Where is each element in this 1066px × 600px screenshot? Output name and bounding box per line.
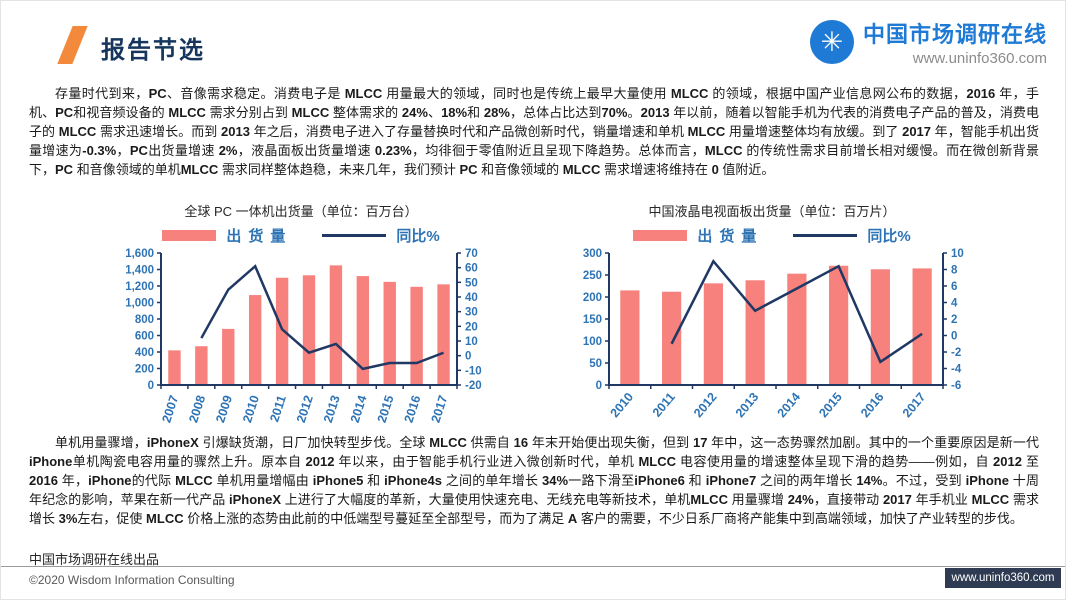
svg-text:2014: 2014	[348, 394, 370, 425]
legend-item-shipments: 出货量	[162, 225, 292, 246]
logo-name: 中国市场调研在线	[862, 22, 1047, 47]
svg-text:50: 50	[589, 358, 602, 370]
svg-text:2011: 2011	[267, 394, 289, 424]
svg-text:10: 10	[465, 336, 478, 348]
panel-chart-canvas: 0 50 100 150 200 250 300 -6 -4 -2 0 2 4 6 8 10 2010 2011 2…	[583, 248, 964, 420]
logo-text: 中国市场调研在线 www.uninfo360.com	[863, 17, 1047, 67]
svg-text:2013: 2013	[321, 394, 343, 425]
legend-label-shipments: 出货量	[697, 227, 764, 245]
svg-text:2014: 2014	[775, 390, 804, 420]
snowflake-compass-icon: ✳	[809, 20, 854, 64]
svg-text:2007: 2007	[159, 394, 181, 425]
svg-text:-2: -2	[951, 347, 961, 359]
svg-text:100: 100	[583, 336, 602, 348]
svg-text:6: 6	[951, 281, 957, 293]
line-swatch-icon	[322, 233, 387, 237]
svg-text:4: 4	[951, 298, 958, 310]
produced-by-label: 中国市场调研在线出品	[29, 552, 160, 567]
accent-slash-icon	[57, 26, 88, 64]
svg-text:-6: -6	[951, 380, 961, 392]
svg-text:2010: 2010	[240, 394, 262, 425]
footer-divider	[1, 566, 1065, 567]
svg-text:0: 0	[148, 380, 154, 392]
svg-text:150: 150	[583, 314, 602, 326]
svg-text:1,400: 1,400	[125, 265, 154, 277]
svg-text:200: 200	[583, 292, 602, 304]
svg-text:50: 50	[465, 277, 478, 289]
svg-text:20: 20	[465, 321, 478, 333]
svg-text:2016: 2016	[402, 394, 424, 425]
line-swatch-icon	[793, 233, 858, 237]
svg-text:400: 400	[135, 347, 154, 359]
svg-text:2013: 2013	[733, 390, 762, 420]
chart-pc-shipments: 全球 PC 一体机出货量（单位：百万台） 出货量 同比% 0 200 400 600 8…	[99, 201, 503, 437]
footer-site-link[interactable]: www.uninfo360.com	[945, 568, 1061, 588]
svg-text:2012: 2012	[691, 390, 720, 420]
logo-url-link[interactable]: www.uninfo360.com	[912, 50, 1047, 67]
svg-text:2016: 2016	[858, 390, 887, 420]
svg-text:600: 600	[135, 331, 154, 343]
logo: ✳ 中国市场调研在线 www.uninfo360.com	[809, 17, 1047, 67]
svg-text:-10: -10	[465, 365, 482, 377]
svg-text:0: 0	[951, 331, 957, 343]
svg-text:0: 0	[596, 380, 602, 392]
bar-swatch-icon	[633, 229, 688, 241]
svg-text:8: 8	[951, 265, 958, 277]
legend-label-yoy: 同比%	[867, 227, 911, 245]
legend-item-yoy: 同比%	[322, 225, 440, 246]
chart-legend: 出货量 同比%	[557, 225, 987, 246]
svg-text:-20: -20	[465, 380, 482, 392]
svg-text:-4: -4	[951, 364, 962, 376]
paragraph-iphonex-shortage: 单机用量骤增，iPhoneX 引爆缺货潮，日厂加快转型步伐。全球 MLCC 供需…	[29, 435, 1039, 526]
svg-text:300: 300	[583, 248, 602, 260]
legend-item-shipments: 出货量	[633, 225, 763, 246]
svg-text:2011: 2011	[650, 390, 678, 420]
page-title: 报告节选	[101, 37, 205, 64]
svg-text:800: 800	[135, 314, 154, 326]
legend-item-yoy: 同比%	[793, 225, 911, 246]
svg-text:2017: 2017	[428, 394, 450, 425]
svg-text:0: 0	[465, 351, 471, 363]
copyright-label: ©2020 Wisdom Information Consulting	[29, 573, 235, 587]
svg-text:2009: 2009	[213, 394, 235, 425]
legend-label-shipments: 出货量	[226, 227, 293, 245]
svg-text:30: 30	[465, 307, 478, 319]
svg-text:60: 60	[465, 263, 478, 275]
paragraph-traditional-demand: 存量时代到来，PC、音像需求稳定。消费电子是 MLCC 用量最大的领域，同时也是…	[29, 86, 1039, 177]
chart-title: 中国液晶电视面板出货量（单位：百万片）	[648, 204, 896, 219]
svg-text:2: 2	[951, 314, 957, 326]
svg-text:2012: 2012	[294, 394, 316, 425]
svg-text:250: 250	[583, 270, 602, 282]
bar-swatch-icon	[162, 229, 217, 241]
svg-text:70: 70	[465, 248, 478, 260]
pc-chart-canvas: 0 200 400 600 800 1,000 1,200 1,400 1,600 -20 -10 0…	[125, 248, 482, 425]
svg-text:2008: 2008	[186, 394, 208, 425]
chart-title: 全球 PC 一体机出货量（单位：百万台）	[184, 204, 418, 219]
chart-legend: 出货量 同比%	[99, 225, 503, 246]
svg-text:200: 200	[135, 364, 154, 376]
svg-text:1,000: 1,000	[125, 298, 154, 310]
svg-text:2010: 2010	[608, 390, 637, 420]
svg-text:1,600: 1,600	[125, 248, 154, 260]
chart-lcd-panel-shipments: 中国液晶电视面板出货量（单位：百万片） 出货量 同比% 0 50 100 150 200…	[557, 201, 987, 437]
legend-label-yoy: 同比%	[396, 227, 440, 245]
svg-text:1,200: 1,200	[125, 281, 154, 293]
svg-text:40: 40	[465, 292, 478, 304]
svg-text:2015: 2015	[375, 394, 397, 425]
svg-text:2017: 2017	[900, 390, 929, 420]
svg-text:2015: 2015	[816, 390, 845, 420]
svg-text:10: 10	[951, 248, 964, 260]
